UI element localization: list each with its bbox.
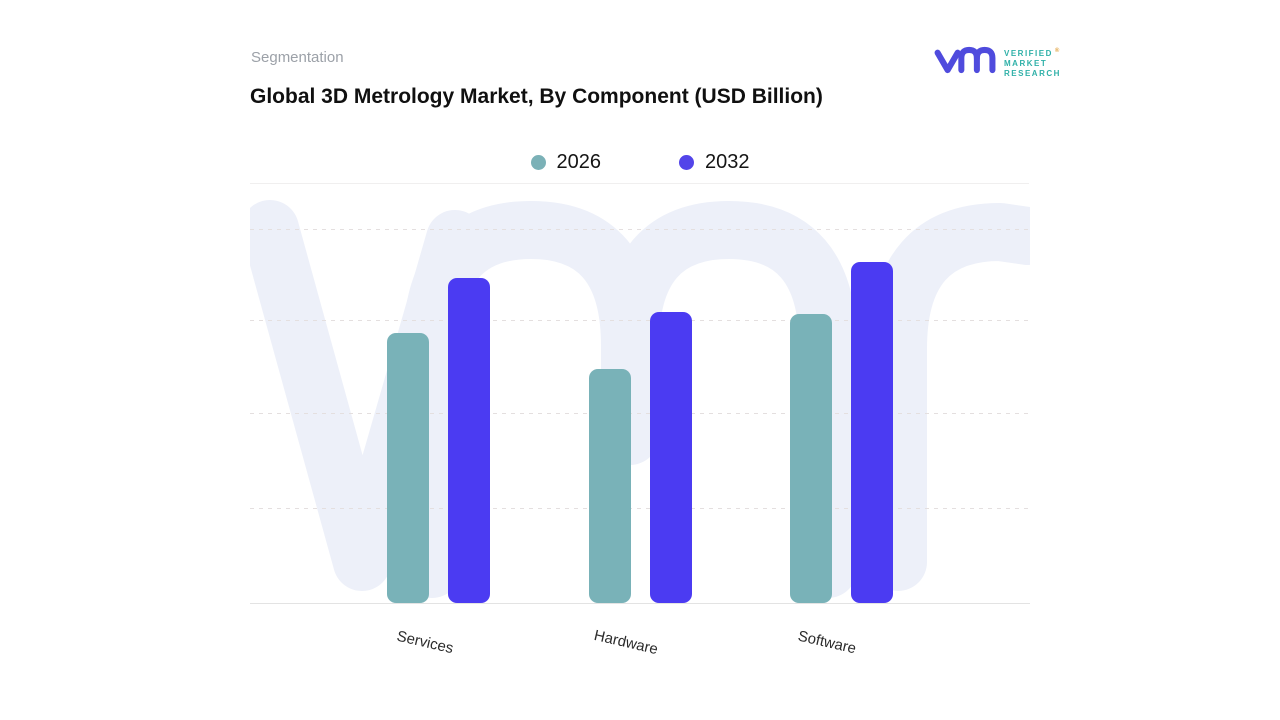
- registered-mark: ®: [1054, 48, 1060, 54]
- vmr-logo-icon: [933, 41, 997, 84]
- gridline-1: [250, 508, 1030, 509]
- bar-group-hardware: [588, 312, 692, 603]
- bar-hardware-2026: [588, 369, 631, 603]
- gridline-4: [250, 229, 1030, 230]
- brand-logo: VERIFIED ® MARKET RESEARCH: [933, 41, 1061, 84]
- legend-divider: [250, 183, 1029, 184]
- brand-wordmark: VERIFIED ® MARKET RESEARCH: [1004, 46, 1061, 79]
- bar-groups: [250, 184, 1030, 603]
- bar-software-2032: [851, 262, 893, 603]
- legend: 2026 2032: [250, 149, 1030, 175]
- bar-services-2032: [448, 278, 490, 603]
- brand-line-3: RESEARCH: [1004, 69, 1061, 78]
- gridline-3: [250, 320, 1030, 321]
- x-axis-baseline: [250, 603, 1030, 604]
- bar-services-2026: [387, 333, 429, 603]
- plot-area: [250, 184, 1030, 605]
- legend-label: 2032: [705, 150, 750, 173]
- brand-line-1: VERIFIED ®: [1004, 48, 1060, 58]
- bar-group-software: [790, 262, 893, 603]
- x-axis: Services Hardware Software: [250, 604, 1030, 684]
- bar-group-services: [387, 278, 490, 603]
- x-tick-label-hardware: Hardware: [592, 626, 660, 659]
- legend-dot-icon: [679, 154, 694, 170]
- page-title: Global 3D Metrology Market, By Component…: [250, 85, 823, 108]
- bar-hardware-2032: [649, 312, 692, 603]
- legend-item-2026[interactable]: 2026: [530, 150, 602, 174]
- eyebrow-label: Segmentation: [251, 49, 344, 66]
- legend-dot-icon: [530, 154, 546, 170]
- bar-software-2026: [790, 314, 832, 603]
- x-tick-label-software: Software: [796, 627, 858, 658]
- brand-line-2: MARKET: [1004, 59, 1048, 68]
- legend-label: 2026: [556, 150, 602, 173]
- legend-item-2032[interactable]: 2032: [679, 151, 750, 174]
- gridline-2: [250, 413, 1030, 414]
- x-tick-label-services: Services: [395, 627, 455, 658]
